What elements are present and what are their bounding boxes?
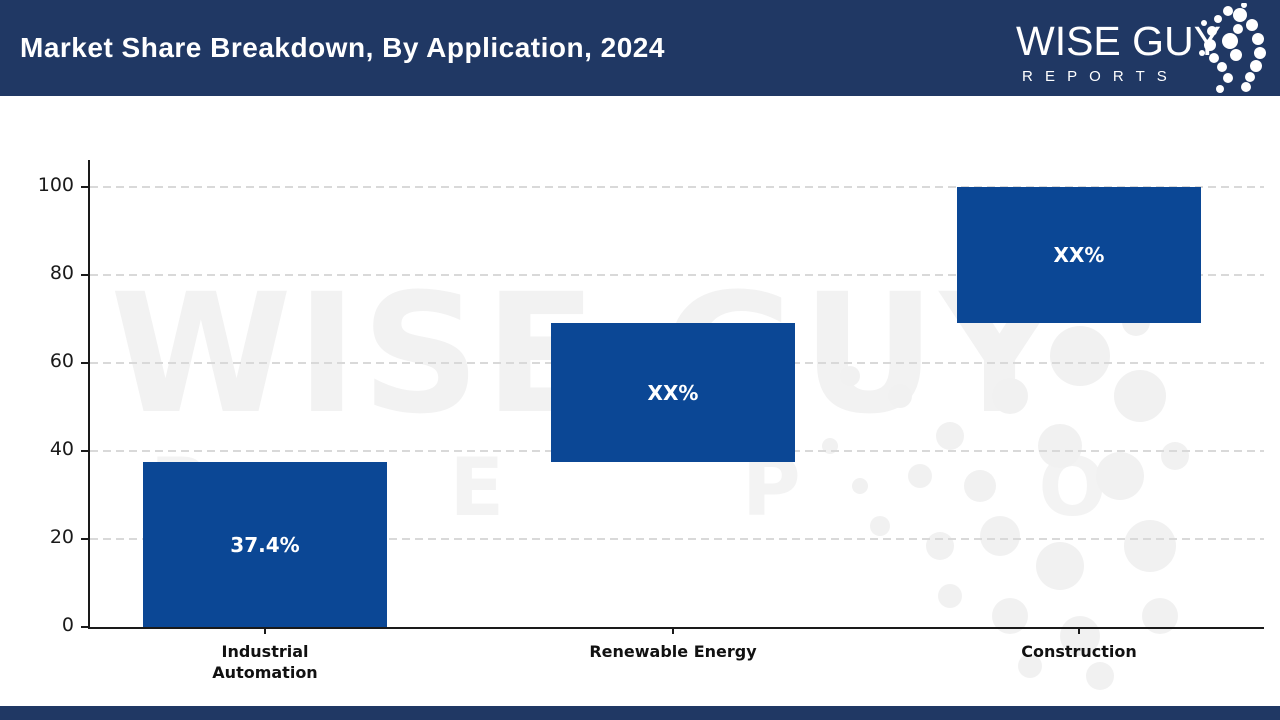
x-category-label-0: Industrial Automation: [212, 642, 318, 682]
bar-value-label: XX%: [1053, 243, 1105, 268]
y-tick-label-60: 60: [49, 350, 74, 372]
bar-value-label: XX%: [647, 380, 699, 405]
y-tick-80: [81, 274, 88, 276]
bar-industrial-automation: 37.4%: [143, 462, 387, 627]
y-tick-label-40: 40: [49, 438, 74, 460]
gridline-80: [90, 274, 1264, 276]
logo-subtitle: R E P O R T S: [1022, 68, 1171, 85]
logo-dotted-face-icon: [1199, 3, 1266, 93]
bar-construction: XX%: [957, 187, 1201, 324]
wise-guy-logo: WISE GUY R E P O R T S: [1016, 3, 1266, 93]
y-tick-60: [81, 362, 88, 364]
x-category-label-1: Renewable Energy: [589, 642, 757, 661]
y-tick-label-80: 80: [49, 262, 74, 284]
x-tick-0: [264, 627, 266, 634]
y-tick-20: [81, 538, 88, 540]
logo-wordmark: WISE GUY: [1016, 18, 1221, 64]
bar-renewable-energy: XX%: [551, 323, 795, 463]
gridline-20: [90, 538, 1264, 540]
footer-bar: [0, 706, 1280, 720]
page-title: Market Share Breakdown, By Application, …: [20, 32, 665, 63]
gridline-100: [90, 186, 1264, 188]
plot-area: 0 20 40 60 80 100 37.4% XX% XX% Industrial Automa…: [38, 160, 1264, 682]
y-tick-label-0: 0: [61, 614, 74, 636]
y-tick-0: [81, 626, 88, 628]
y-tick-label-20: 20: [49, 526, 74, 548]
y-tick-40: [81, 450, 88, 452]
x-category-label-2: Construction: [1021, 642, 1137, 661]
y-tick-label-100: 100: [37, 174, 74, 196]
chart-area: WISE GUY R E P O R T S 02040608010037.4%…: [0, 96, 1280, 706]
watermark-dotted-face: [822, 308, 1189, 690]
y-tick-100: [81, 186, 88, 188]
x-tick-1: [672, 627, 674, 634]
bar-value-label: 37.4%: [230, 532, 300, 557]
header-bar: Market Share Breakdown, By Application, …: [0, 0, 1280, 96]
x-tick-2: [1078, 627, 1080, 634]
